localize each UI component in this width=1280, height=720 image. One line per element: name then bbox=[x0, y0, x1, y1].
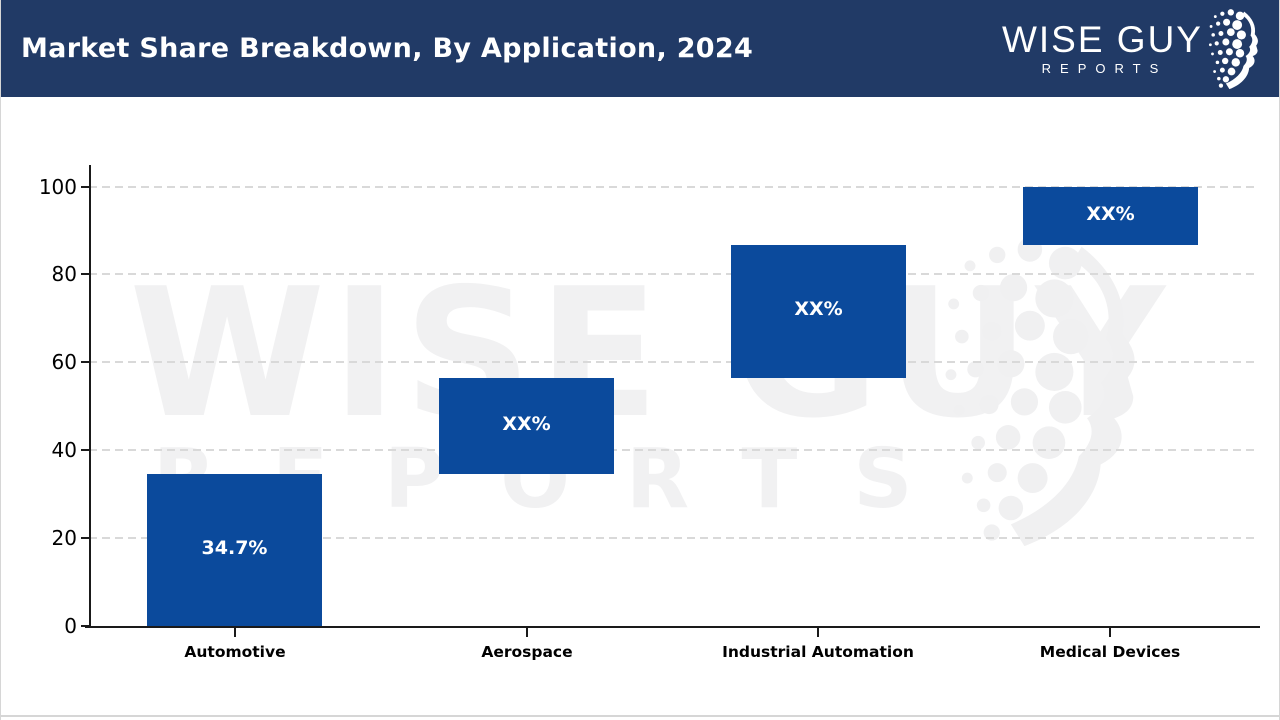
plot: 0 20 40 60 80 100 34.7% Automotive XX% Aerospace X… bbox=[1, 97, 1279, 717]
logo-text: WISE GUY REPORTS bbox=[1002, 21, 1203, 76]
y-tick-20 bbox=[81, 537, 89, 540]
bar-industrial-automation bbox=[731, 245, 906, 378]
bar-label-medical-devices: XX% bbox=[1086, 203, 1135, 225]
logo-wiseguy-label: WISE GUY bbox=[1001, 19, 1203, 60]
gridline-100 bbox=[89, 185, 1256, 188]
bar-label-industrial-automation: XX% bbox=[794, 298, 843, 320]
y-tick-label-40: 40 bbox=[51, 438, 77, 463]
bar-label-aerospace: XX% bbox=[502, 413, 551, 435]
y-tick-40 bbox=[81, 449, 89, 452]
y-tick-label-80: 80 bbox=[51, 262, 77, 287]
y-tick-label-20: 20 bbox=[51, 526, 77, 551]
page-bottom-border bbox=[1, 715, 1279, 717]
y-tick-label-60: 60 bbox=[51, 350, 77, 375]
wiseguy-logo: WISE GUY REPORTS bbox=[1002, 6, 1267, 92]
bar-automotive bbox=[147, 474, 322, 626]
chart-area: WISE GUY REPORTS 0 20 40 60 80 100 34.7% Automo… bbox=[1, 97, 1279, 717]
y-tick-label-0: 0 bbox=[64, 614, 77, 638]
logo-reports-label: REPORTS bbox=[1041, 61, 1168, 76]
x-label-industrial-automation: Industrial Automation bbox=[722, 643, 914, 661]
chart-title: Market Share Breakdown, By Application, … bbox=[21, 33, 754, 64]
x-axis-spine bbox=[85, 626, 1260, 628]
gridline-80 bbox=[89, 273, 1256, 276]
x-tick-aerospace bbox=[526, 628, 528, 637]
bar-medical-devices bbox=[1023, 187, 1198, 245]
gridline-20 bbox=[89, 537, 1256, 540]
bar-label-automotive: 34.7% bbox=[201, 537, 268, 559]
gridline-60 bbox=[89, 361, 1256, 364]
gridline-40 bbox=[89, 449, 1256, 452]
x-label-medical-devices: Medical Devices bbox=[1039, 643, 1181, 661]
x-label-automotive: Automotive bbox=[184, 643, 286, 661]
y-tick-100 bbox=[81, 185, 89, 188]
y-tick-80 bbox=[81, 273, 89, 276]
header: Market Share Breakdown, By Application, … bbox=[1, 0, 1279, 97]
logo-face-icon bbox=[1208, 8, 1258, 89]
y-tick-60 bbox=[81, 361, 89, 364]
x-label-aerospace: Aerospace bbox=[481, 643, 573, 661]
x-tick-medical-devices bbox=[1109, 628, 1111, 637]
y-axis-spine bbox=[89, 165, 91, 628]
x-tick-industrial-automation bbox=[817, 628, 819, 637]
x-tick-automotive bbox=[234, 628, 236, 637]
bar-aerospace bbox=[439, 378, 614, 474]
y-tick-label-100: 100 bbox=[38, 174, 77, 199]
